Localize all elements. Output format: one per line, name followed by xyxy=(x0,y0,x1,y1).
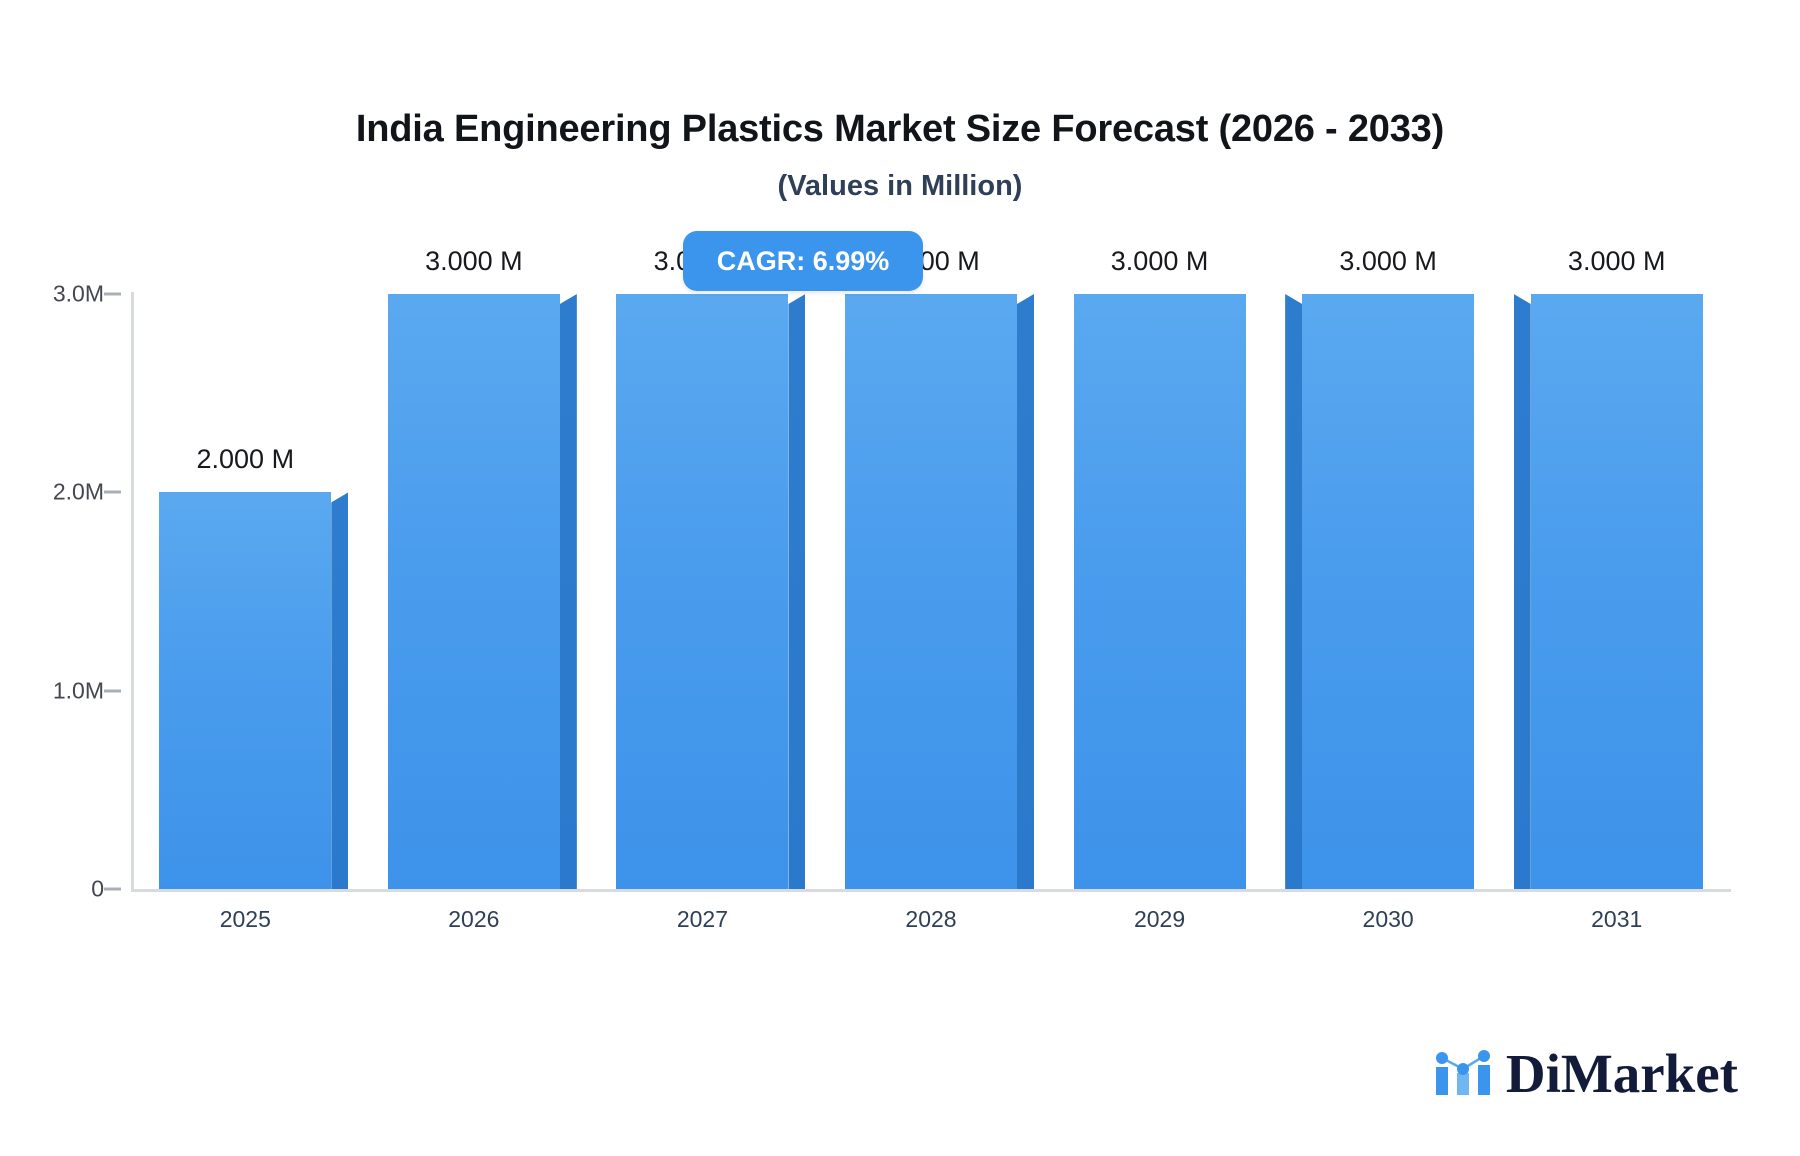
logo-text: DiMarket xyxy=(1505,1043,1738,1104)
bar-value-label: 3.000 M xyxy=(1339,246,1437,276)
y-axis-tick-mark xyxy=(104,292,121,296)
bar-2031[interactable] xyxy=(1513,294,1703,889)
bar-value-label: 3.000 M xyxy=(1567,246,1666,276)
bar-front-face xyxy=(159,492,332,889)
bar-side-face xyxy=(1285,294,1303,889)
y-axis-tick-label: 0 xyxy=(91,875,104,902)
bar-2026[interactable] xyxy=(387,294,577,889)
bar-2030[interactable] xyxy=(1285,294,1475,889)
bar-side-face xyxy=(559,294,577,889)
y-axis-tick-mark xyxy=(104,689,121,693)
bar-front-face xyxy=(616,294,789,889)
brand-logo: DiMarket xyxy=(1433,1045,1738,1102)
bar-2029[interactable] xyxy=(1073,294,1246,889)
bar-side-face xyxy=(331,492,349,889)
bar-2025[interactable] xyxy=(159,492,349,889)
bar-value-label: 2.000 M xyxy=(196,444,295,475)
y-axis-tick-label: 2.0M xyxy=(52,478,104,505)
bar-front-face xyxy=(387,294,560,889)
bar-chart-icon xyxy=(1433,1045,1493,1102)
y-axis-tick-label: 3.0M xyxy=(52,280,104,307)
bar-side-face xyxy=(788,294,806,889)
chart-title: India Engineering Plastics Market Size F… xyxy=(355,108,1445,150)
x-axis-tick-label: 2026 xyxy=(448,906,500,932)
chart-subtitle: (Values in Million) xyxy=(777,170,1023,202)
bar-side-face xyxy=(1017,294,1034,889)
bar-value-label: 3.000 M xyxy=(425,246,523,276)
x-axis-tick-label: 2027 xyxy=(676,906,729,932)
x-axis-line xyxy=(131,889,1731,892)
bar-value-label: 3.000 M xyxy=(1110,246,1209,276)
y-axis-line xyxy=(131,292,134,892)
x-axis-tick-label: 2031 xyxy=(1591,906,1643,932)
bar-2028[interactable] xyxy=(845,294,1034,889)
y-axis-tick-mark xyxy=(104,490,121,494)
y-axis-tick-mark xyxy=(104,887,121,891)
x-axis-tick-label: 2030 xyxy=(1362,906,1414,932)
bar-front-face xyxy=(1530,294,1703,889)
y-axis-tick-label: 1.0M xyxy=(52,677,104,704)
bar-2027[interactable] xyxy=(616,294,806,889)
x-axis-tick-label: 2025 xyxy=(219,906,271,932)
bar-front-face xyxy=(845,294,1017,889)
bar-front-face xyxy=(1302,294,1475,889)
cagr-badge: CAGR: 6.99% xyxy=(683,231,923,291)
x-axis-tick-label: 2029 xyxy=(1133,906,1186,932)
bar-side-face xyxy=(1513,294,1531,889)
x-axis-tick-label: 2028 xyxy=(905,906,957,932)
bar-front-face xyxy=(1073,294,1246,889)
